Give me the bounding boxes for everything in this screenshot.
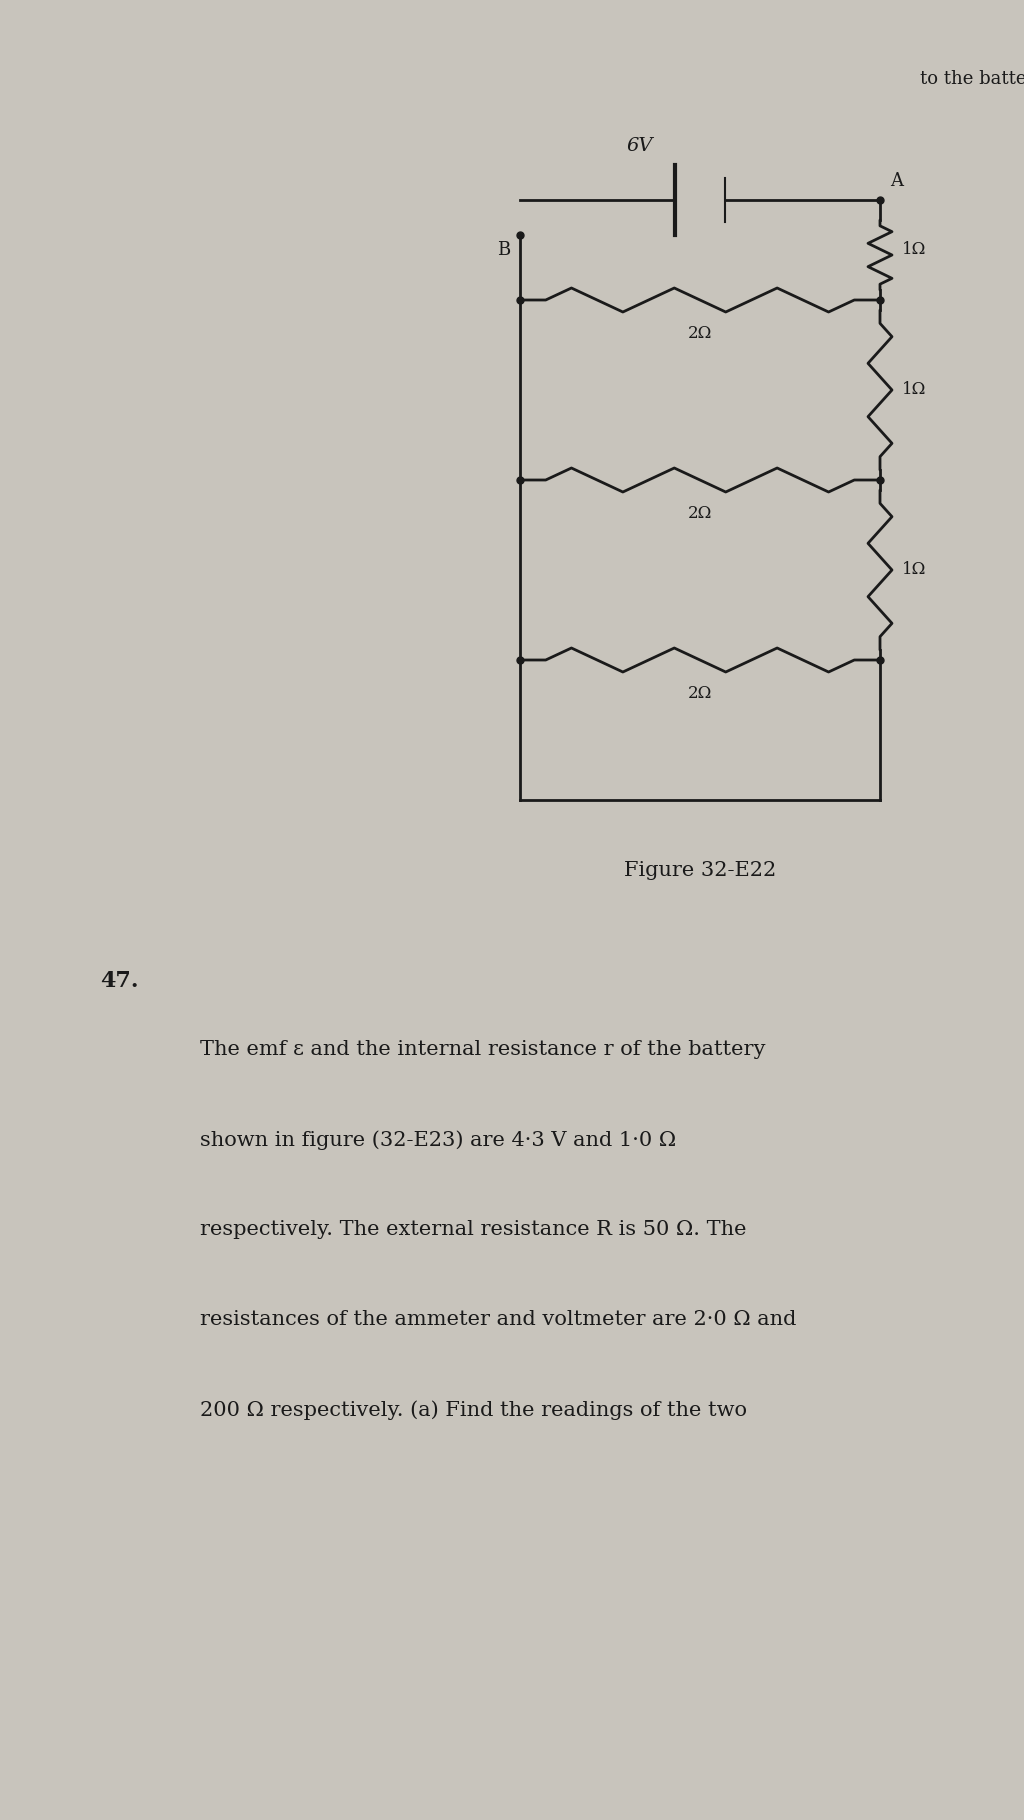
Text: to the battery.: to the battery.: [920, 69, 1024, 87]
Text: Figure 32-E22: Figure 32-E22: [624, 861, 776, 879]
Text: 1Ω: 1Ω: [902, 242, 927, 258]
Text: 6V: 6V: [627, 136, 653, 155]
Text: The emf ε and the internal resistance r of the battery: The emf ε and the internal resistance r …: [200, 1039, 766, 1059]
Text: 47.: 47.: [100, 970, 138, 992]
Text: 2Ω: 2Ω: [688, 684, 712, 703]
Text: 1Ω: 1Ω: [902, 562, 927, 579]
Text: B: B: [497, 240, 510, 258]
Text: respectively. The external resistance R is 50 Ω. The: respectively. The external resistance R …: [200, 1219, 746, 1239]
Text: 1Ω: 1Ω: [902, 382, 927, 399]
Text: shown in figure (32-E23) are 4·3 V and 1·0 Ω: shown in figure (32-E23) are 4·3 V and 1…: [200, 1130, 676, 1150]
Text: 2Ω: 2Ω: [688, 326, 712, 342]
Text: 200 Ω respectively. (a) Find the readings of the two: 200 Ω respectively. (a) Find the reading…: [200, 1400, 746, 1420]
Text: resistances of the ammeter and voltmeter are 2·0 Ω and: resistances of the ammeter and voltmeter…: [200, 1310, 797, 1329]
Text: A: A: [890, 173, 903, 189]
Text: 2Ω: 2Ω: [688, 504, 712, 522]
